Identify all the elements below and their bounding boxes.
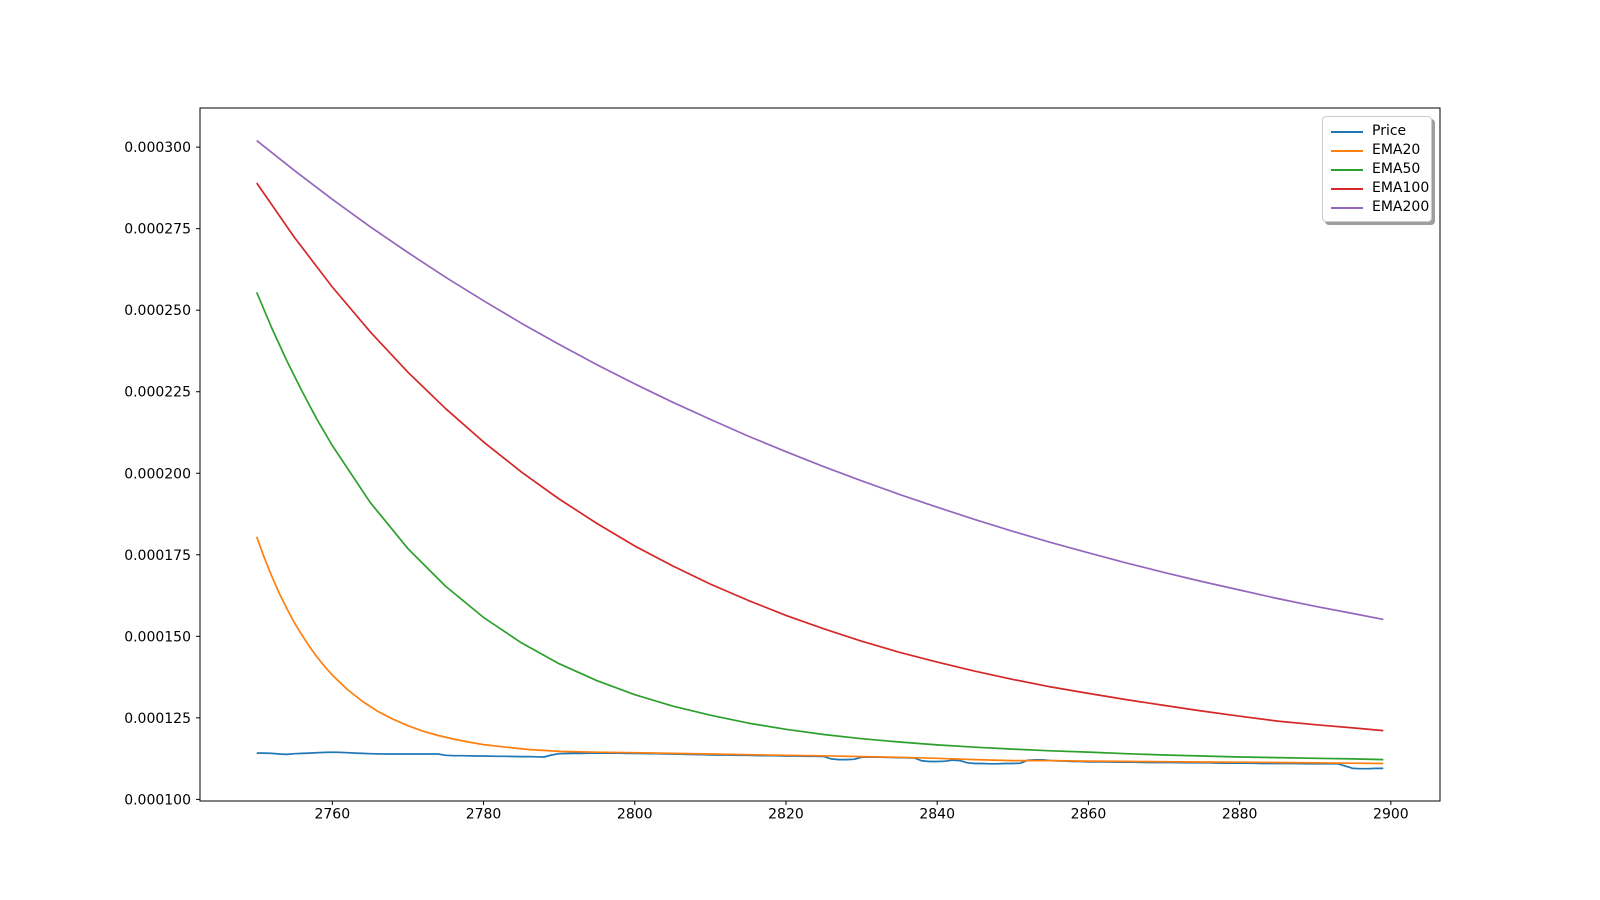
x-tick-label: 2820 <box>768 807 804 823</box>
x-tick-label: 2800 <box>617 807 653 823</box>
series-line-ema20 <box>255 536 1384 765</box>
legend-entry: EMA50 <box>1331 160 1423 179</box>
series-line-price <box>256 751 1384 770</box>
legend-entry: EMA20 <box>1331 141 1423 160</box>
y-tick-label: 0.000150 <box>124 629 191 645</box>
x-tick-label: 2880 <box>1222 807 1258 823</box>
legend-label: EMA200 <box>1372 199 1430 215</box>
legend-label: EMA50 <box>1372 161 1421 177</box>
y-tick-label: 0.000225 <box>124 385 191 401</box>
y-tick-label: 0.000175 <box>124 548 191 564</box>
x-tick-label: 2840 <box>919 807 955 823</box>
series-line-ema200 <box>256 139 1384 621</box>
legend-line-sample-ema50 <box>1331 168 1363 171</box>
y-tick-label: 0.000100 <box>124 792 191 808</box>
legend-entry: EMA100 <box>1331 179 1429 198</box>
y-tick-label: 0.000275 <box>124 222 191 238</box>
legend-label: Price <box>1372 123 1407 139</box>
legend-line-sample-ema200 <box>1331 206 1363 209</box>
y-tick-label: 0.000200 <box>124 466 191 482</box>
plot-area-border <box>199 107 1441 802</box>
legend-entry: Price <box>1331 122 1423 141</box>
y-tick-label: 0.000300 <box>124 140 191 156</box>
legend: Price EMA20 EMA50 EMA100 EMA200 <box>1322 116 1432 222</box>
x-tick-label: 2760 <box>314 807 350 823</box>
legend-entry: EMA200 <box>1331 198 1429 217</box>
y-tick-label: 0.000250 <box>124 303 191 319</box>
legend-label: EMA20 <box>1372 142 1421 158</box>
y-tick-label: 0.000125 <box>124 711 191 727</box>
legend-label: EMA100 <box>1372 180 1430 196</box>
x-tick-label: 2860 <box>1071 807 1107 823</box>
legend-line-sample-price <box>1331 130 1363 133</box>
series-line-ema100 <box>256 182 1384 732</box>
series-line-ema50 <box>255 291 1384 761</box>
legend-line-sample-ema100 <box>1331 187 1363 190</box>
x-tick-label: 2900 <box>1373 807 1409 823</box>
legend-line-sample-ema20 <box>1331 149 1363 152</box>
x-tick-label: 2780 <box>466 807 502 823</box>
